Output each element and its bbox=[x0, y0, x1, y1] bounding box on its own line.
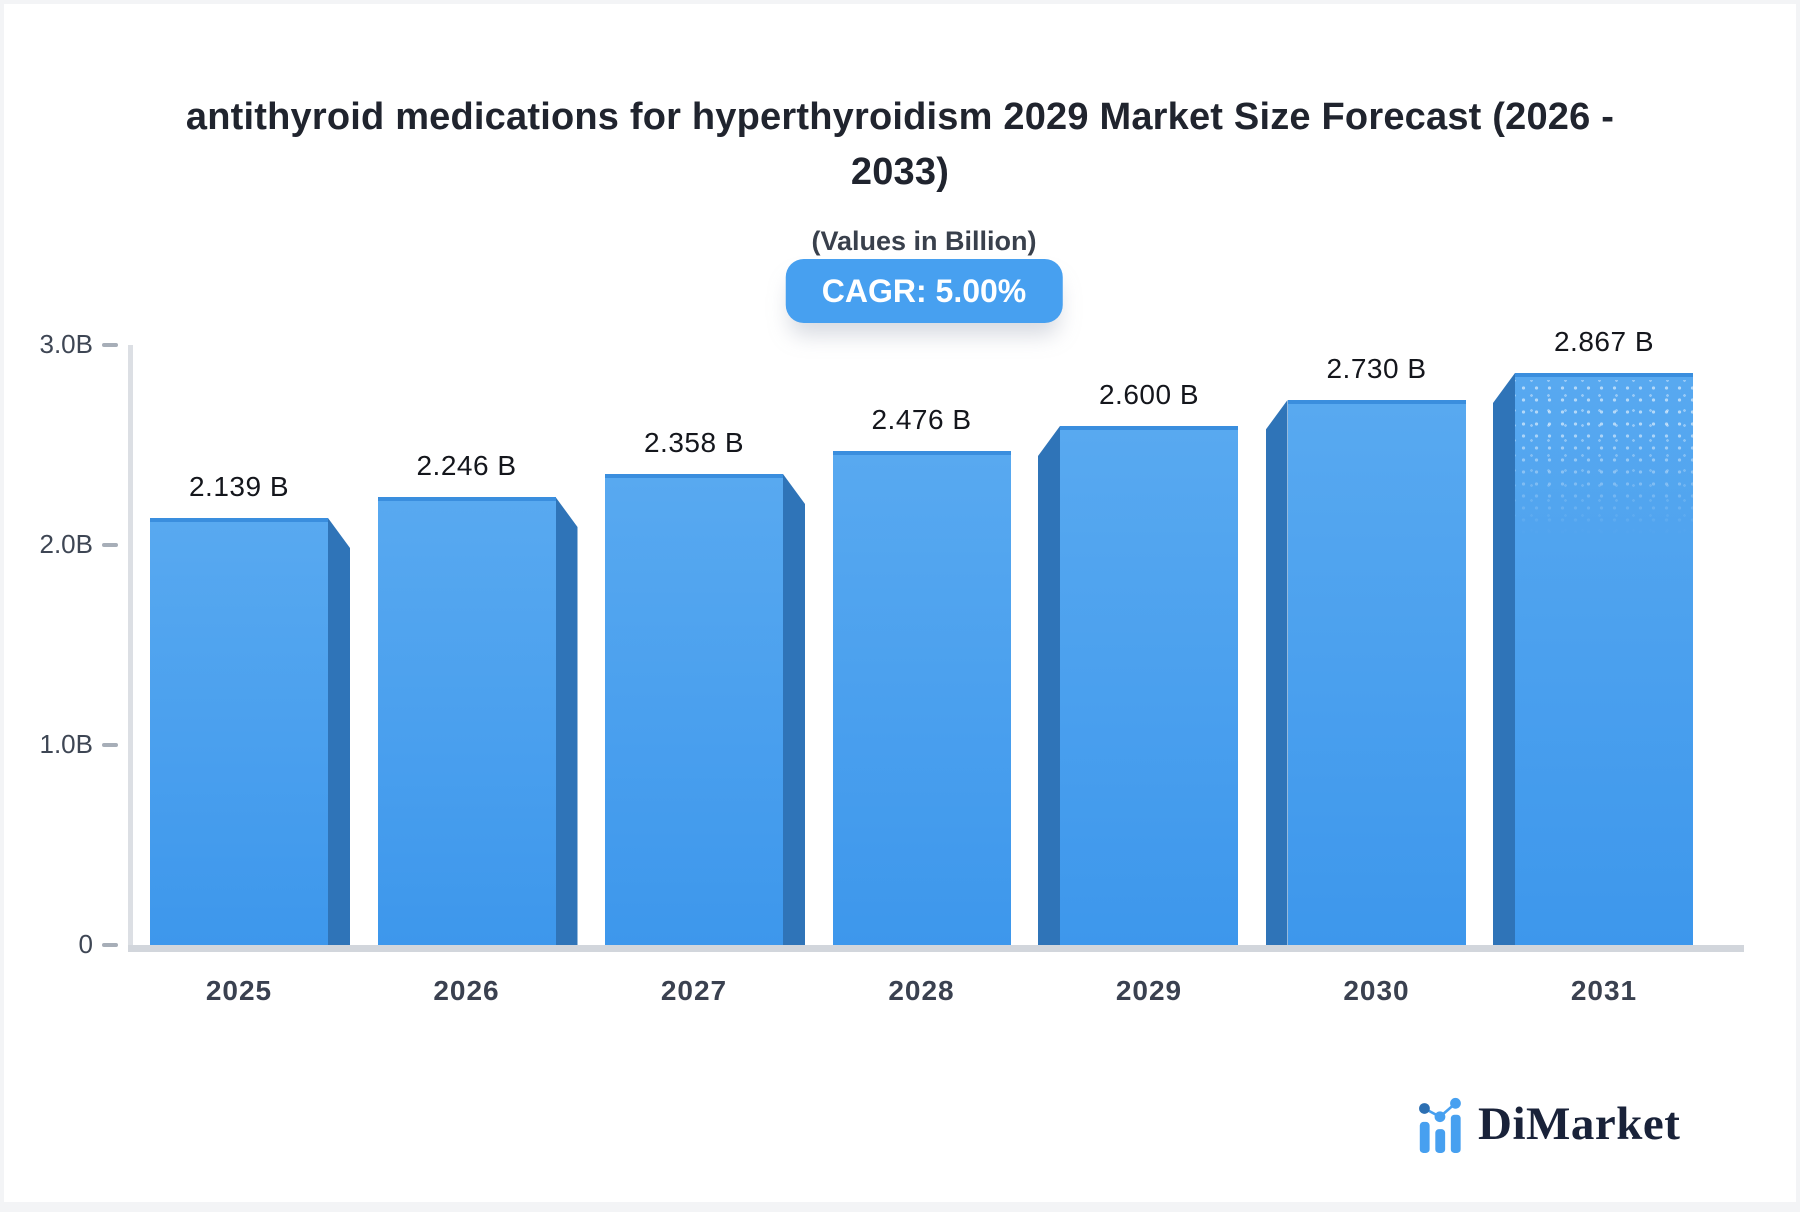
bar-3d-side-2026 bbox=[555, 497, 578, 945]
y-tick-dash bbox=[102, 343, 118, 347]
bar-value-label: 2.476 B bbox=[871, 404, 972, 435]
brand-logo: DiMarket bbox=[1418, 1094, 1680, 1154]
bar-3d-side-2025 bbox=[328, 518, 350, 945]
chart-subtitle: (Values in Billion) bbox=[811, 226, 1037, 256]
x-tick-label: 2026 bbox=[433, 975, 500, 1006]
x-tick-label: 2031 bbox=[1570, 975, 1638, 1006]
bar-value-label: 2.358 B bbox=[643, 427, 745, 458]
bar-chart-logo-icon bbox=[1419, 1097, 1461, 1153]
y-tick-label: 1.0B bbox=[39, 729, 94, 759]
forecast-dotted-texture bbox=[1515, 380, 1693, 535]
y-tick-dash bbox=[102, 943, 118, 947]
y-tick-label: 0 bbox=[78, 929, 93, 959]
cagr-badge: CAGR: 5.00% bbox=[785, 259, 1063, 323]
bar-value-label: 2.730 B bbox=[1326, 353, 1427, 384]
x-tick-label: 2028 bbox=[888, 975, 955, 1006]
y-tick-label: 3.0B bbox=[39, 329, 94, 359]
chart-title: antithyroid medications for hyperthyroid… bbox=[90, 90, 1710, 200]
x-tick-label: 2030 bbox=[1343, 975, 1410, 1006]
x-tick-label: 2027 bbox=[660, 975, 728, 1006]
bar-value-label: 2.867 B bbox=[1553, 326, 1655, 357]
y-tick-dash bbox=[102, 543, 118, 547]
bar-2028[interactable] bbox=[832, 451, 1011, 945]
bar-2031[interactable] bbox=[1515, 373, 1693, 945]
bar-2025[interactable] bbox=[150, 518, 328, 945]
bar-2026[interactable] bbox=[377, 497, 556, 945]
bar-value-label: 2.246 B bbox=[416, 450, 517, 481]
y-tick-dash bbox=[102, 743, 118, 747]
y-axis-line bbox=[128, 345, 133, 947]
brand-name: DiMarket bbox=[1478, 1098, 1681, 1150]
bar-3d-side-2029 bbox=[1038, 426, 1060, 945]
bar-2029[interactable] bbox=[1060, 426, 1238, 945]
y-tick-label: 2.0B bbox=[39, 529, 94, 559]
bar-3d-side-2030 bbox=[1265, 400, 1288, 945]
x-axis-baseline bbox=[128, 945, 1744, 952]
bar-value-label: 2.139 B bbox=[188, 471, 290, 502]
bar-2030[interactable] bbox=[1287, 400, 1466, 945]
x-tick-label: 2025 bbox=[205, 975, 273, 1006]
chart-title-line2: 2033) bbox=[850, 151, 950, 193]
chart-title-line1: antithyroid medications for hyperthyroid… bbox=[185, 96, 1615, 138]
bar-3d-side-2031 bbox=[1493, 373, 1515, 945]
bar-2027[interactable] bbox=[605, 474, 783, 945]
x-tick-label: 2029 bbox=[1115, 975, 1183, 1006]
bar-value-label: 2.600 B bbox=[1098, 379, 1200, 410]
bar-3d-side-2027 bbox=[783, 474, 805, 945]
